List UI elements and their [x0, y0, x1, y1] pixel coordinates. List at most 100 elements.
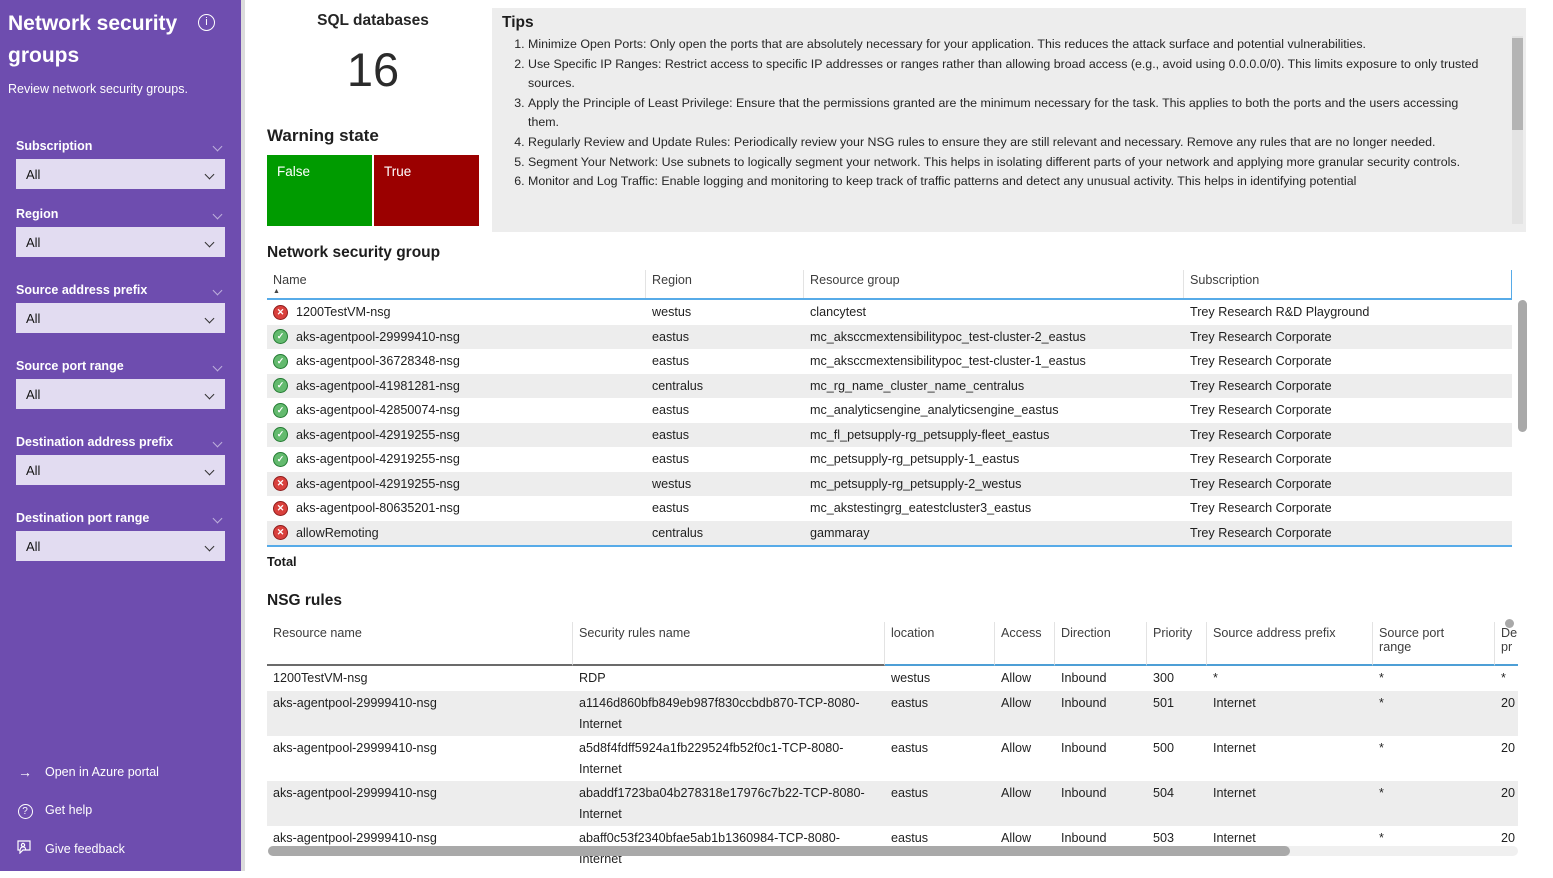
filter-label-row[interactable]: Destination port range [16, 505, 225, 531]
table-row[interactable]: ✕ 1200TestVM-nsg westus clancytest Trey … [267, 300, 1512, 325]
nsg-resource-group: clancytest [810, 305, 866, 320]
rules-column-header[interactable]: Security rules name [573, 622, 885, 666]
table-row[interactable]: ✓ aks-agentpool-41981281-nsg centralus m… [267, 373, 1512, 398]
table-row[interactable]: ✓ aks-agentpool-42850074-nsg eastus mc_a… [267, 398, 1512, 423]
nsg-region: westus [652, 305, 692, 320]
warning-state-slicer: False True [267, 155, 479, 226]
status-ok-icon: ✓ [273, 402, 288, 418]
rules-table-row[interactable]: aks-agentpool-29999410-nsg a5d8f4fdff5924… [267, 736, 1518, 781]
rules-column-header[interactable]: Source address prefix [1207, 622, 1373, 666]
tips-scrollbar-track[interactable] [1512, 36, 1523, 224]
rules-table-row[interactable]: aks-agentpool-29999410-nsg a1146d860bfb84… [267, 691, 1518, 736]
column-header-name[interactable]: Name ▲ [267, 270, 646, 298]
chevron-down-icon [204, 237, 215, 247]
rules-column-header[interactable]: Access [995, 622, 1055, 666]
warning-false-button[interactable]: False [267, 155, 372, 226]
table-row[interactable]: ✕ allowRemoting centralus gammaray Trey … [267, 520, 1512, 545]
rules-column-header[interactable]: location [885, 622, 995, 666]
nsg-name: aks-agentpool-42919255-nsg [296, 452, 460, 467]
rules-cell: abaddf1723ba04b278318e17976c7b22-TCP-808… [579, 786, 865, 821]
filter-dropdown[interactable]: All [16, 379, 225, 409]
chevron-down-icon [204, 169, 215, 179]
get-help-link[interactable]: ? Get help [16, 801, 226, 819]
table-row[interactable]: ✓ aks-agentpool-36728348-nsg eastus mc_a… [267, 349, 1512, 374]
tips-panel: Tips Minimize Open Ports: Only open the … [492, 8, 1526, 232]
rules-cell: * [1379, 741, 1384, 755]
nsg-rules-title: NSG rules [267, 592, 342, 609]
warning-state-title: Warning state [267, 126, 379, 145]
nsg-subscription: Trey Research Corporate [1190, 403, 1332, 418]
rules-cell: 20 [1501, 786, 1516, 800]
rules-cell: Inbound [1061, 696, 1107, 710]
rules-cell: a1146d860bfb849eb987f830ccbdb870-TCP-808… [579, 696, 860, 731]
rules-table-row[interactable]: aks-agentpool-29999410-nsg abaff0c53f2340… [267, 826, 1518, 871]
table-row[interactable]: ✓ aks-agentpool-29999410-nsg eastus mc_a… [267, 324, 1512, 349]
link-label: Give feedback [45, 841, 125, 856]
nsg-subscription: Trey Research Corporate [1190, 427, 1332, 442]
column-header-resource-group[interactable]: Resource group [804, 270, 1184, 298]
tip-item: Regularly Review and Update Rules: Perio… [528, 133, 1492, 153]
rules-cell: Inbound [1061, 671, 1107, 685]
table-row[interactable]: ✓ aks-agentpool-42919255-nsg eastus mc_f… [267, 422, 1512, 447]
warning-true-button[interactable]: True [374, 155, 479, 226]
nsg-table-scrollbar[interactable] [1518, 300, 1527, 432]
tips-scrollbar-thumb[interactable] [1512, 38, 1523, 130]
filter-dropdown[interactable]: All [16, 455, 225, 485]
arrow-right-icon: → [18, 764, 32, 780]
tips-list: Minimize Open Ports: Only open the ports… [506, 35, 1526, 192]
feedback-icon [16, 840, 34, 857]
filter-label-row[interactable]: Region [16, 201, 225, 227]
rules-cell: 1200TestVM-nsg [273, 671, 368, 685]
nsg-name: aks-agentpool-42919255-nsg [296, 427, 460, 442]
rules-cell: Allow [1001, 741, 1032, 755]
rules-column-header[interactable]: Direction [1055, 622, 1147, 666]
nsg-subscription: Trey Research Corporate [1190, 525, 1332, 540]
nsg-name: aks-agentpool-36728348-nsg [296, 354, 460, 369]
nsg-name: 1200TestVM-nsg [296, 305, 391, 320]
table-row[interactable]: ✕ aks-agentpool-80635201-nsg eastus mc_a… [267, 496, 1512, 521]
rules-column-header[interactable]: Source port range [1373, 622, 1495, 666]
filter-dropdown[interactable]: All [16, 159, 225, 189]
rules-column-header[interactable]: De pr [1495, 622, 1518, 666]
give-feedback-link[interactable]: Give feedback [16, 840, 226, 857]
rules-cell: eastus [891, 831, 929, 845]
chevron-down-icon [212, 437, 223, 447]
nsg-resource-group: mc_analyticsengine_analyticsengine_eastu… [810, 403, 1059, 418]
sort-ascending-icon: ▲ [273, 288, 280, 295]
status-ok-icon: ✓ [273, 427, 288, 443]
filter-selected-value: All [26, 538, 41, 554]
tips-title: Tips [502, 14, 534, 31]
nsg-rules-body: 1200TestVM-nsg RDP westus Allow Inbound 300 * *… [267, 666, 1518, 871]
link-label: Open in Azure portal [45, 765, 159, 779]
filter-label-row[interactable]: Destination address prefix [16, 429, 225, 455]
rules-table-row[interactable]: aks-agentpool-29999410-nsg abaddf1723ba04… [267, 781, 1518, 826]
chevron-down-icon [212, 513, 223, 523]
filter-dropdown[interactable]: All [16, 227, 225, 257]
rules-table-row[interactable]: 1200TestVM-nsg RDP westus Allow Inbound 300 * *… [267, 666, 1518, 691]
table-row[interactable]: ✓ aks-agentpool-42919255-nsg eastus mc_p… [267, 447, 1512, 472]
table-row[interactable]: ✕ aks-agentpool-42919255-nsg westus mc_p… [267, 471, 1512, 496]
filter-label-row[interactable]: Source address prefix [16, 277, 225, 303]
rules-column-header[interactable]: Resource name [267, 622, 573, 666]
filter-group: Subscription All [16, 133, 225, 189]
filter-label-row[interactable]: Source port range [16, 353, 225, 379]
filter-selected-value: All [26, 462, 41, 478]
filter-group: Source address prefix All [16, 277, 225, 333]
column-header-subscription[interactable]: Subscription [1184, 270, 1512, 298]
nsg-name: aks-agentpool-42919255-nsg [296, 476, 460, 491]
info-icon[interactable]: i [198, 14, 215, 31]
horizontal-scrollbar-thumb[interactable] [268, 846, 1290, 856]
filter-dropdown[interactable]: All [16, 303, 225, 333]
column-header-region[interactable]: Region [646, 270, 804, 298]
page-title: Network security groups [8, 12, 178, 67]
open-in-azure-portal-link[interactable]: → Open in Azure portal [16, 764, 226, 780]
rules-cell: westus [891, 671, 931, 685]
filter-dropdown[interactable]: All [16, 531, 225, 561]
nsg-rules-vertical-scroll-thumb[interactable] [1505, 619, 1514, 628]
status-ok-icon: ✓ [273, 353, 288, 369]
filter-selected-value: All [26, 310, 41, 326]
nsg-subscription: Trey Research Corporate [1190, 329, 1332, 344]
rules-column-header[interactable]: Priority [1147, 622, 1207, 666]
nsg-region: eastus [652, 501, 690, 516]
filter-label-row[interactable]: Subscription [16, 133, 225, 159]
